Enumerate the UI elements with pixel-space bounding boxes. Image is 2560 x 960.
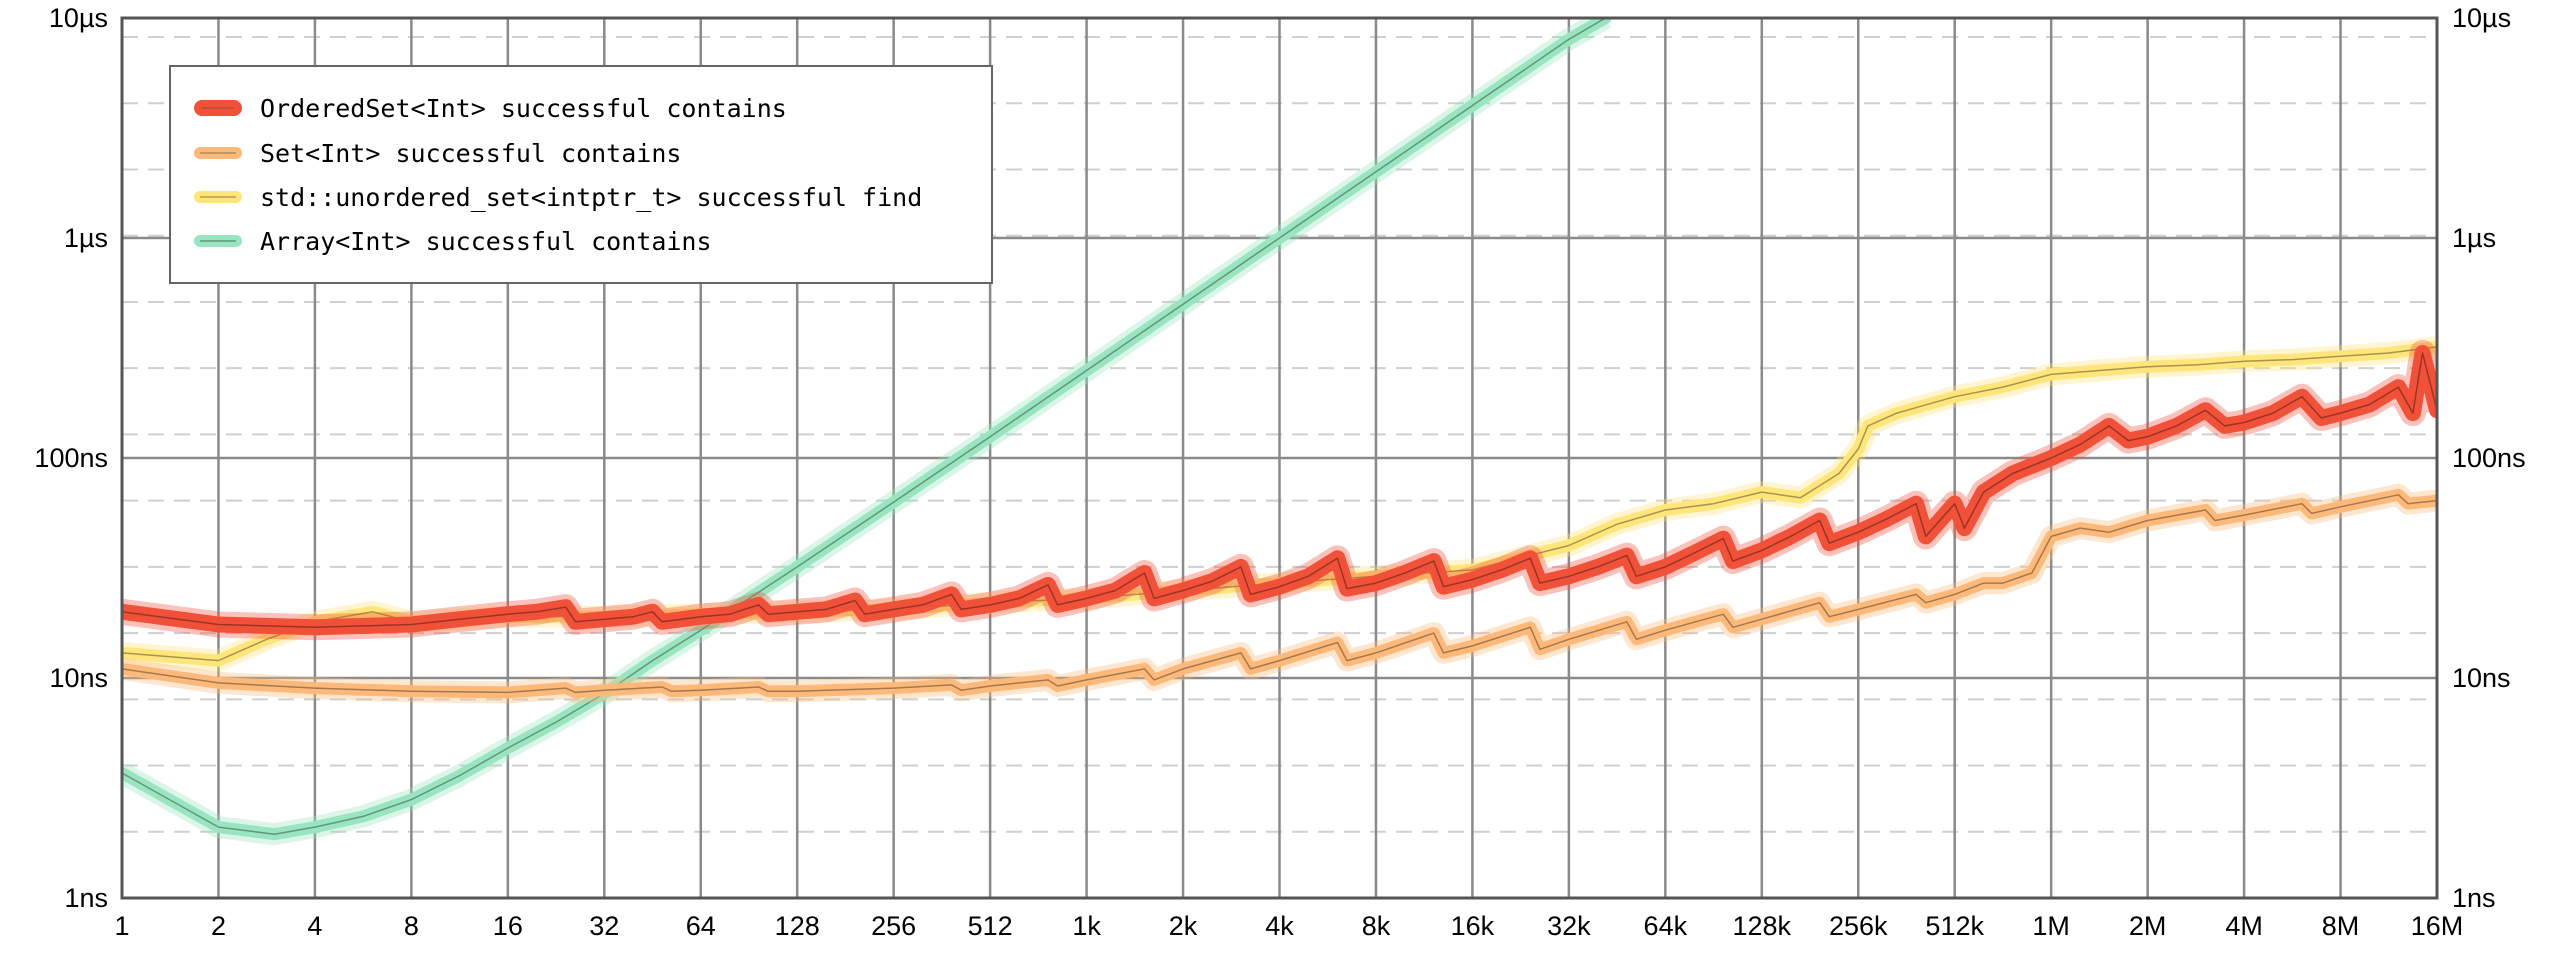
series-0 xyxy=(122,340,2437,641)
x-tick-label: 8k xyxy=(1362,911,1391,941)
x-tick-label: 128k xyxy=(1733,911,1792,941)
y-tick-label: 1ns xyxy=(64,883,108,913)
series-3 xyxy=(122,18,1612,846)
legend-box xyxy=(169,65,993,284)
legend-label: OrderedSet<Int> successful contains xyxy=(260,94,787,123)
legend-label: Array<Int> successful contains xyxy=(260,227,712,256)
x-tick-label: 128 xyxy=(775,911,820,941)
x-tick-label: 16M xyxy=(2411,911,2464,941)
x-tick-label: 64k xyxy=(1644,911,1688,941)
x-tick-label: 1 xyxy=(114,911,129,941)
legend-item-unordered-set: std::unordered_set<intptr_t> successful … xyxy=(194,183,922,212)
legend-label: std::unordered_set<intptr_t> successful … xyxy=(260,183,922,212)
x-tick-label: 1k xyxy=(1072,911,1101,941)
x-tick-label: 4M xyxy=(2225,911,2263,941)
x-tick-label: 32k xyxy=(1547,911,1591,941)
series-centerline xyxy=(122,494,2437,694)
y-tick-label: 10ns xyxy=(49,663,108,693)
y-tick-label: 10ns xyxy=(2452,663,2511,693)
y-tick-label: 100ns xyxy=(34,443,108,473)
y-tick-label: 10µs xyxy=(2452,3,2511,33)
x-tick-label: 512k xyxy=(1925,911,1984,941)
x-tick-label: 4k xyxy=(1265,911,1294,941)
legend-item-orderedset: OrderedSet<Int> successful contains xyxy=(194,94,787,123)
x-tick-label: 1M xyxy=(2032,911,2070,941)
x-tick-label: 4 xyxy=(307,911,322,941)
x-tick-label: 256k xyxy=(1829,911,1888,941)
series-layer xyxy=(122,18,2437,846)
y-tick-label: 10µs xyxy=(49,3,108,33)
x-tick-label: 2 xyxy=(211,911,226,941)
series-line xyxy=(122,18,1612,841)
x-tick-label: 16 xyxy=(493,911,523,941)
x-tick-label: 2k xyxy=(1169,911,1198,941)
series-line xyxy=(122,345,2437,636)
series-line xyxy=(122,488,2437,699)
plot-frame xyxy=(120,16,2439,900)
y-axis-right: 1ns 10ns 100ns 1µs 10µs xyxy=(2452,3,2526,913)
x-tick-label: 2M xyxy=(2129,911,2167,941)
x-tick-label: 8 xyxy=(404,911,419,941)
x-tick-label: 512 xyxy=(968,911,1013,941)
x-tick-label: 64 xyxy=(686,911,716,941)
y-tick-label: 100ns xyxy=(2452,443,2526,473)
x-tick-label: 16k xyxy=(1451,911,1495,941)
legend-item-set: Set<Int> successful contains xyxy=(194,139,681,168)
x-tick-label: 32 xyxy=(589,911,619,941)
x-tick-label: 256 xyxy=(871,911,916,941)
y-axis-left: 1ns 10ns 100ns 1µs 10µs xyxy=(34,3,108,913)
y-tick-label: 1µs xyxy=(64,223,108,253)
series-centerline xyxy=(122,18,1606,835)
legend: OrderedSet<Int> successful contains Set<… xyxy=(169,65,993,284)
x-tick-label: 8M xyxy=(2322,911,2360,941)
series-centerline xyxy=(122,352,2437,629)
legend-item-array: Array<Int> successful contains xyxy=(194,227,712,256)
legend-label: Set<Int> successful contains xyxy=(260,139,681,168)
y-tick-label: 1ns xyxy=(2452,883,2496,913)
x-axis: 1 2 4 8 16 32 64 128 256 512 1k 2k 4k 8k 16k 32k 64k 128k… xyxy=(114,911,2463,941)
y-tick-label: 1µs xyxy=(2452,223,2496,253)
series-1 xyxy=(122,483,2437,704)
